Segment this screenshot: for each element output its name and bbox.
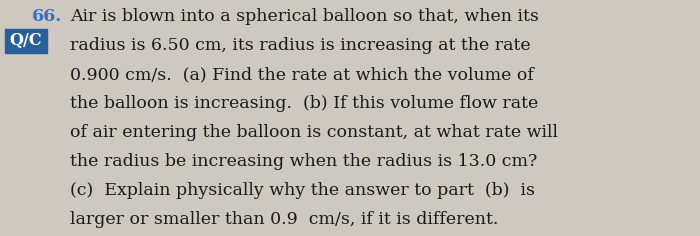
Text: radius is 6.50 cm, its radius is increasing at the rate: radius is 6.50 cm, its radius is increas… [70, 37, 531, 54]
Text: Air is blown into a spherical balloon so that, when its: Air is blown into a spherical balloon so… [70, 8, 539, 25]
Text: (c)  Explain physically why the answer to part  (b)  is: (c) Explain physically why the answer to… [70, 182, 535, 199]
Text: larger or smaller than 0.9  cm/s, if it is different.: larger or smaller than 0.9 cm/s, if it i… [70, 211, 498, 228]
Bar [5, 29, 47, 53]
Text: Q/C: Q/C [10, 33, 42, 50]
Text: of air entering the balloon is constant, at what rate will: of air entering the balloon is constant,… [70, 124, 558, 141]
Text: the balloon is increasing.  (b) If this volume flow rate: the balloon is increasing. (b) If this v… [70, 95, 538, 112]
Text: 66.: 66. [32, 8, 62, 25]
Text: 0.900 cm/s.  (a) Find the rate at which the volume of: 0.900 cm/s. (a) Find the rate at which t… [70, 66, 534, 83]
Text: the radius be increasing when the radius is 13.0 cm?: the radius be increasing when the radius… [70, 153, 538, 170]
